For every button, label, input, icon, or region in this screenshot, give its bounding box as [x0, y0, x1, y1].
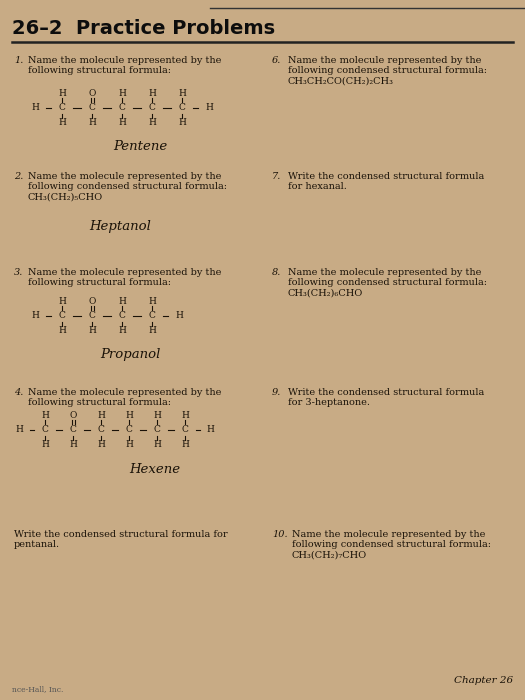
Text: Write the condensed structural formula
for 3-heptanone.: Write the condensed structural formula f…	[288, 388, 484, 407]
Text: Name the molecule represented by the
following condensed structural formula:
CH₃: Name the molecule represented by the fol…	[292, 530, 491, 560]
Text: H: H	[97, 411, 105, 420]
Text: H: H	[41, 411, 49, 420]
Text: Name the molecule represented by the
following condensed structural formula:
CH₃: Name the molecule represented by the fol…	[28, 172, 227, 202]
Text: H: H	[181, 411, 189, 420]
Text: C: C	[41, 426, 48, 435]
Text: 9.: 9.	[272, 388, 281, 397]
Text: O: O	[88, 298, 96, 306]
Text: H: H	[88, 118, 96, 127]
Text: C: C	[153, 426, 161, 435]
Text: H: H	[58, 118, 66, 127]
Text: C: C	[149, 312, 155, 321]
Text: C: C	[119, 312, 125, 321]
Text: 3.: 3.	[14, 268, 24, 277]
Text: Hexene: Hexene	[130, 463, 181, 476]
Text: H: H	[175, 312, 183, 321]
Text: C: C	[89, 104, 96, 113]
Text: H: H	[41, 440, 49, 449]
Text: C: C	[178, 104, 185, 113]
Text: 4.: 4.	[14, 388, 24, 397]
Text: H: H	[148, 326, 156, 335]
Text: H: H	[69, 440, 77, 449]
Text: H: H	[31, 104, 39, 113]
Text: 2.: 2.	[14, 172, 24, 181]
Text: H: H	[118, 118, 126, 127]
Text: Heptanol: Heptanol	[89, 220, 151, 233]
Text: Name the molecule represented by the
following structural formula:: Name the molecule represented by the fol…	[28, 388, 222, 407]
Text: H: H	[31, 312, 39, 321]
Text: 6.: 6.	[272, 56, 281, 65]
Text: 10.: 10.	[272, 530, 288, 539]
Text: Name the molecule represented by the
following condensed structural formula:
CH₃: Name the molecule represented by the fol…	[288, 56, 487, 86]
Text: H: H	[181, 440, 189, 449]
Text: Name the molecule represented by the
following structural formula:: Name the molecule represented by the fol…	[28, 268, 222, 288]
Text: C: C	[149, 104, 155, 113]
Text: H: H	[148, 118, 156, 127]
Text: H: H	[205, 104, 213, 113]
Text: H: H	[58, 326, 66, 335]
Text: H: H	[97, 440, 105, 449]
Text: Name the molecule represented by the
following condensed structural formula:
CH₃: Name the molecule represented by the fol…	[288, 268, 487, 298]
Text: C: C	[59, 312, 66, 321]
Text: C: C	[119, 104, 125, 113]
Text: C: C	[182, 426, 188, 435]
Text: H: H	[178, 89, 186, 98]
Text: Chapter 26: Chapter 26	[454, 676, 513, 685]
Text: 1.: 1.	[14, 56, 24, 65]
Text: H: H	[125, 411, 133, 420]
Text: H: H	[206, 426, 214, 435]
Text: H: H	[148, 89, 156, 98]
Text: H: H	[88, 326, 96, 335]
Text: H: H	[153, 411, 161, 420]
Text: H: H	[178, 118, 186, 127]
Text: Write the condensed structural formula for
pentanal.: Write the condensed structural formula f…	[14, 530, 228, 550]
Text: C: C	[89, 312, 96, 321]
Text: C: C	[69, 426, 77, 435]
Text: C: C	[98, 426, 104, 435]
Text: nce-Hall, Inc.: nce-Hall, Inc.	[12, 685, 64, 693]
Text: H: H	[118, 298, 126, 306]
Text: H: H	[16, 426, 24, 435]
Text: O: O	[69, 411, 77, 420]
Text: Pentene: Pentene	[113, 140, 167, 153]
Text: H: H	[125, 440, 133, 449]
Text: C: C	[59, 104, 66, 113]
Text: H: H	[153, 440, 161, 449]
Text: 8.: 8.	[272, 268, 281, 277]
Text: C: C	[125, 426, 132, 435]
Text: H: H	[148, 298, 156, 306]
Text: O: O	[88, 89, 96, 98]
Text: Propanol: Propanol	[100, 348, 160, 361]
Text: H: H	[118, 326, 126, 335]
Text: H: H	[58, 89, 66, 98]
Text: H: H	[118, 89, 126, 98]
Text: 26–2  Practice Problems: 26–2 Practice Problems	[12, 18, 275, 38]
Text: 7.: 7.	[272, 172, 281, 181]
Text: H: H	[58, 298, 66, 306]
Text: Name the molecule represented by the
following structural formula:: Name the molecule represented by the fol…	[28, 56, 222, 76]
Text: Write the condensed structural formula
for hexanal.: Write the condensed structural formula f…	[288, 172, 484, 191]
